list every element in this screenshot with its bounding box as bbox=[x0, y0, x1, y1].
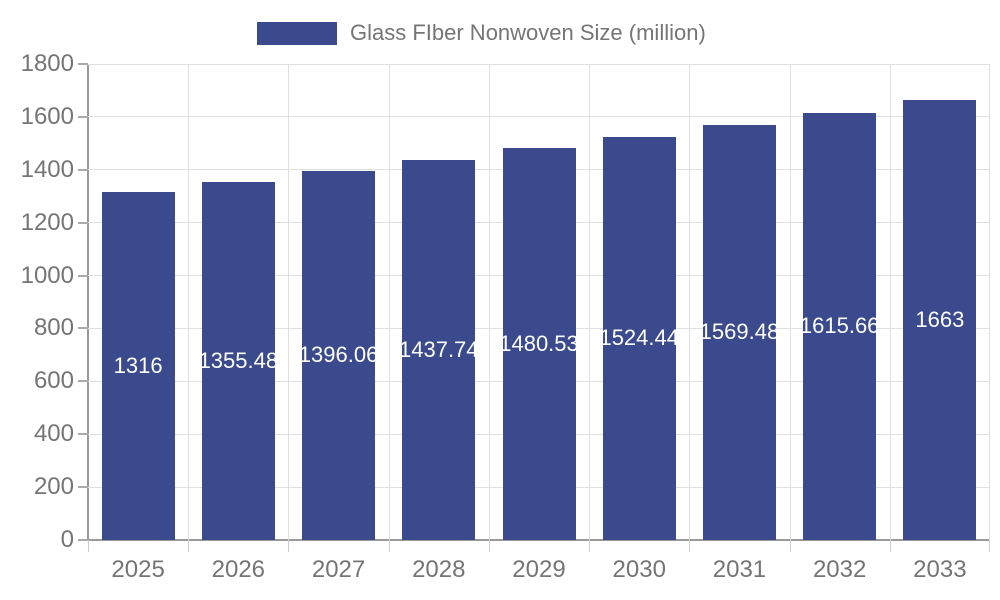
v-gridline bbox=[989, 64, 990, 540]
bar-value-label: 1615.66 bbox=[803, 313, 877, 339]
h-gridline bbox=[88, 116, 990, 118]
x-axis-tick-label: 2028 bbox=[412, 556, 466, 583]
y-axis-tick-label: 0 bbox=[60, 526, 74, 553]
bar-2027[interactable]: 1396.06 bbox=[302, 170, 376, 540]
x-axis-tick bbox=[288, 540, 290, 552]
v-gridline bbox=[589, 64, 591, 540]
y-axis-tick bbox=[78, 539, 88, 541]
y-axis-line bbox=[87, 64, 89, 540]
x-axis-tick bbox=[388, 540, 390, 552]
x-axis-tick bbox=[589, 540, 591, 552]
v-gridline bbox=[889, 64, 891, 540]
y-axis-tick bbox=[78, 486, 88, 489]
x-axis-tick bbox=[789, 540, 791, 552]
y-axis-tick bbox=[78, 380, 88, 383]
y-axis-tick-label: 1200 bbox=[20, 208, 74, 236]
y-axis-tick bbox=[78, 63, 88, 65]
y-axis-tick bbox=[78, 168, 88, 171]
bar-2031[interactable]: 1569.48 bbox=[702, 124, 776, 540]
y-axis-tick-label: 1400 bbox=[20, 155, 74, 183]
bar-value-label: 1437.74 bbox=[402, 336, 476, 362]
legend[interactable]: Glass FIber Nonwoven Size (million) bbox=[257, 20, 706, 46]
x-axis-tick bbox=[989, 540, 990, 552]
x-axis-tick bbox=[488, 540, 490, 552]
x-axis-tick-label: 2033 bbox=[913, 556, 967, 583]
y-axis-tick bbox=[78, 221, 88, 224]
bar-2032[interactable]: 1615.66 bbox=[803, 112, 877, 540]
x-axis-tick-label: 2029 bbox=[512, 556, 566, 583]
y-axis-tick-label: 400 bbox=[33, 420, 74, 448]
y-axis-tick-label: 1800 bbox=[20, 50, 74, 77]
bar-value-label: 1569.48 bbox=[702, 319, 776, 345]
bar-value-label: 1663 bbox=[915, 307, 965, 333]
bar-value-label: 1524.44 bbox=[602, 325, 676, 351]
y-axis-tick bbox=[78, 274, 88, 277]
v-gridline bbox=[689, 64, 691, 540]
v-gridline bbox=[288, 64, 290, 540]
y-axis-tick-label: 800 bbox=[33, 314, 74, 342]
bar-2029[interactable]: 1480.53 bbox=[502, 148, 576, 540]
y-axis-tick-label: 1600 bbox=[20, 102, 74, 130]
x-axis-tick bbox=[889, 540, 891, 552]
x-axis-tick bbox=[88, 540, 89, 552]
v-gridline bbox=[188, 64, 190, 540]
v-gridline bbox=[789, 64, 791, 540]
bar-2025[interactable]: 1316 bbox=[101, 192, 175, 540]
bar-2026[interactable]: 1355.48 bbox=[201, 181, 275, 540]
legend-swatch-icon bbox=[257, 21, 337, 45]
x-axis-tick-label: 2027 bbox=[311, 556, 366, 583]
bar-value-label: 1316 bbox=[113, 353, 163, 378]
bar-2028[interactable]: 1437.74 bbox=[402, 159, 476, 540]
y-axis-tick bbox=[78, 115, 88, 118]
x-axis-tick-label: 2031 bbox=[712, 556, 767, 583]
y-axis-tick-label: 600 bbox=[33, 367, 74, 395]
plot-area: 0 200 400 600 800 1000 1200 1400 1600 1800 1316 202… bbox=[21, 50, 990, 583]
y-axis-tick-label: 200 bbox=[33, 473, 74, 501]
bar-value-label: 1396.06 bbox=[302, 342, 376, 368]
y-axis-tick bbox=[78, 433, 88, 436]
x-axis-line bbox=[88, 539, 990, 541]
legend-label: Glass FIber Nonwoven Size (million) bbox=[350, 20, 706, 45]
x-axis-tick bbox=[689, 540, 691, 552]
y-axis-tick-label: 1000 bbox=[20, 261, 74, 289]
x-axis-tick-label: 2025 bbox=[111, 556, 165, 583]
bar-value-label: 1480.53 bbox=[502, 331, 576, 357]
bar-2030[interactable]: 1524.44 bbox=[602, 136, 676, 540]
bar-2033[interactable]: 1663 bbox=[903, 100, 977, 540]
v-gridline bbox=[488, 64, 490, 540]
x-axis-tick bbox=[188, 540, 190, 552]
x-axis-tick-label: 2032 bbox=[812, 556, 867, 583]
x-axis-tick-label: 2026 bbox=[211, 556, 266, 583]
v-gridline bbox=[388, 64, 390, 540]
x-axis-tick-label: 2030 bbox=[612, 556, 666, 583]
y-axis-tick bbox=[78, 327, 88, 330]
h-gridline bbox=[88, 63, 990, 65]
bar-value-label: 1355.48 bbox=[201, 347, 275, 373]
